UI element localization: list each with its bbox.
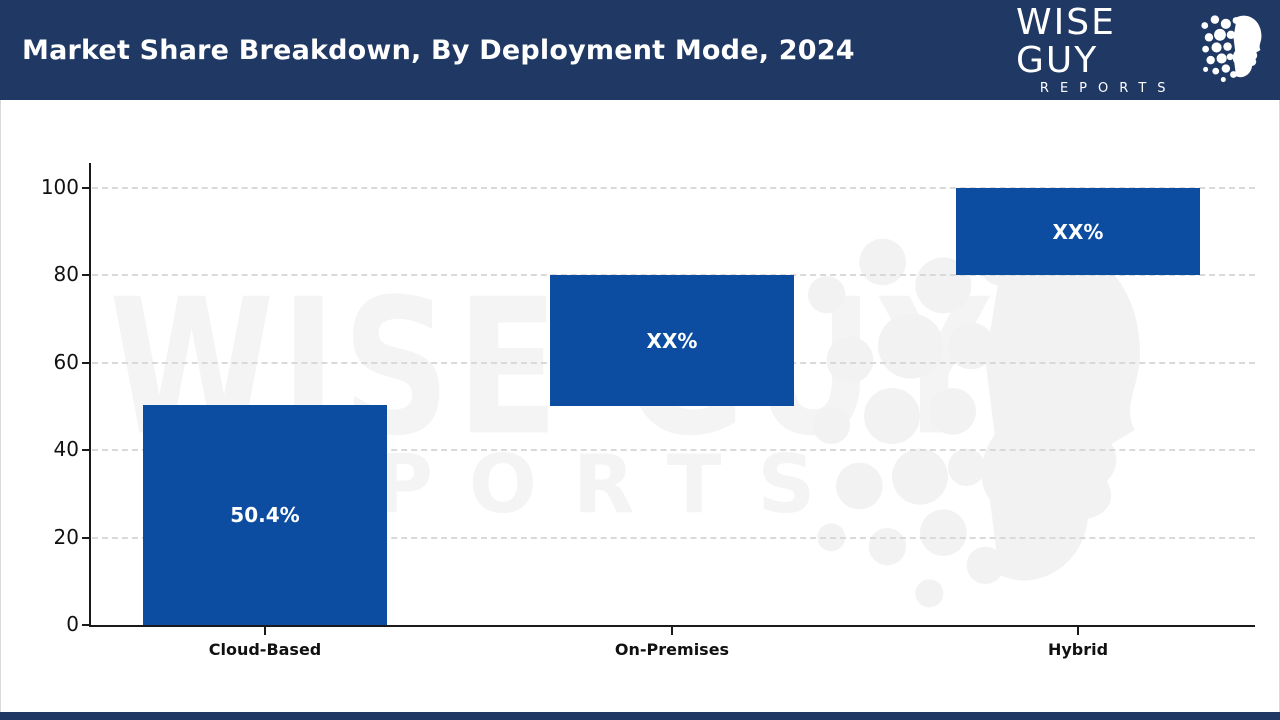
bar-on-premises: XX% [550,275,794,407]
gridline-40 [92,449,1255,452]
y-tick-label: 60 [53,349,79,374]
bar-value-label: XX% [1052,219,1104,244]
x-tick-mark-0 [264,627,266,635]
x-axis-label: Hybrid [1047,640,1109,659]
x-axis-label: On-Premises [614,640,730,659]
y-tick-label: 40 [53,437,79,462]
x-axis-line [89,625,1255,627]
logo-text: WISE GUY REPORTS [1016,1,1194,97]
x-tick-mark-2 [1077,627,1079,635]
logo-wordmark: WISE GUY [1016,1,1116,81]
y-tick-label: 0 [66,612,79,636]
gridline-20 [92,536,1255,539]
y-tick-label: 80 [53,262,79,287]
y-tick-label: 100 [40,175,79,199]
y-axis-line [89,163,91,627]
watermark-dotted-head-icon [808,238,1140,608]
bar-hybrid: XX% [956,188,1200,276]
y-tick-mark-40 [82,449,89,452]
logo-subtitle: REPORTS [1039,81,1177,97]
header-bar: Market Share Breakdown, By Deployment Mo… [0,0,1280,100]
y-tick-mark-20 [82,536,89,539]
y-tick-label: 20 [53,524,79,549]
y-tick-mark-60 [82,361,89,364]
chart-area: WISE GUY REPORTS 0 20 40 60 80 100 50.4% XX% XX%… [0,100,1280,712]
page-title: Market Share Breakdown, By Deployment Mo… [22,34,855,66]
y-tick-mark-80 [82,274,89,277]
bar-cloud-based: 50.4% [143,404,387,625]
bar-value-label: 50.4% [230,502,300,527]
footer-bar [0,712,1280,720]
gridline-100 [92,187,1255,189]
y-tick-mark-0 [82,624,89,626]
wise-guy-reports-logo: WISE GUY REPORTS [1016,1,1266,97]
x-tick-mark-1 [671,627,673,635]
y-tick-mark-100 [82,187,89,189]
bar-value-label: XX% [646,328,698,353]
dotted-head-profile-icon [1201,15,1262,83]
x-axis-label: Cloud-Based [208,640,322,659]
